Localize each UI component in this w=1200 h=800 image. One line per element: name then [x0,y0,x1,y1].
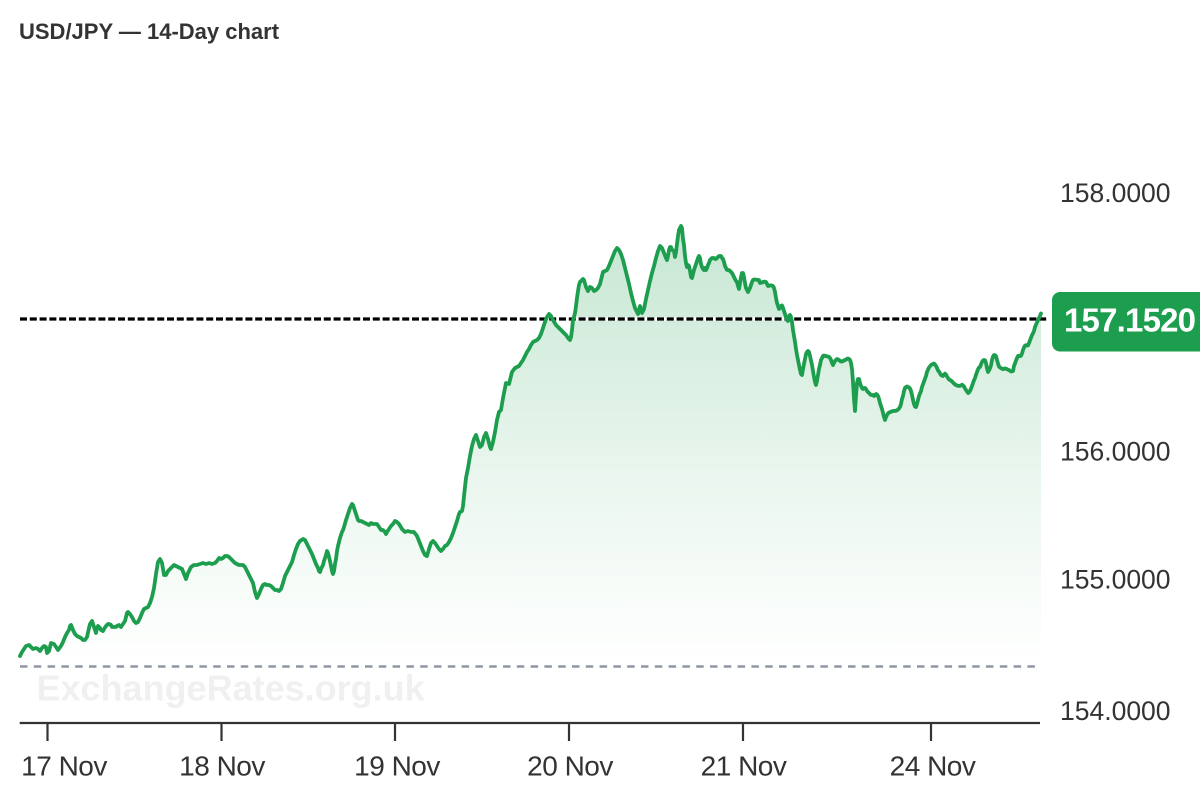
svg-text:21 Nov: 21 Nov [701,751,787,782]
svg-text:USD/JPY — 14-Day chart: USD/JPY — 14-Day chart [19,19,280,44]
svg-text:157.1520: 157.1520 [1064,302,1195,339]
svg-text:17 Nov: 17 Nov [21,751,107,782]
svg-text:ExchangeRates.org.uk: ExchangeRates.org.uk [37,668,426,709]
svg-text:19 Nov: 19 Nov [354,751,440,782]
svg-text:20 Nov: 20 Nov [527,751,613,782]
svg-text:158.0000: 158.0000 [1060,178,1171,208]
svg-text:24 Nov: 24 Nov [890,751,976,782]
svg-text:18 Nov: 18 Nov [179,751,265,782]
svg-text:156.0000: 156.0000 [1060,437,1171,467]
svg-text:155.0000: 155.0000 [1060,565,1171,595]
svg-text:154.0000: 154.0000 [1060,696,1171,726]
